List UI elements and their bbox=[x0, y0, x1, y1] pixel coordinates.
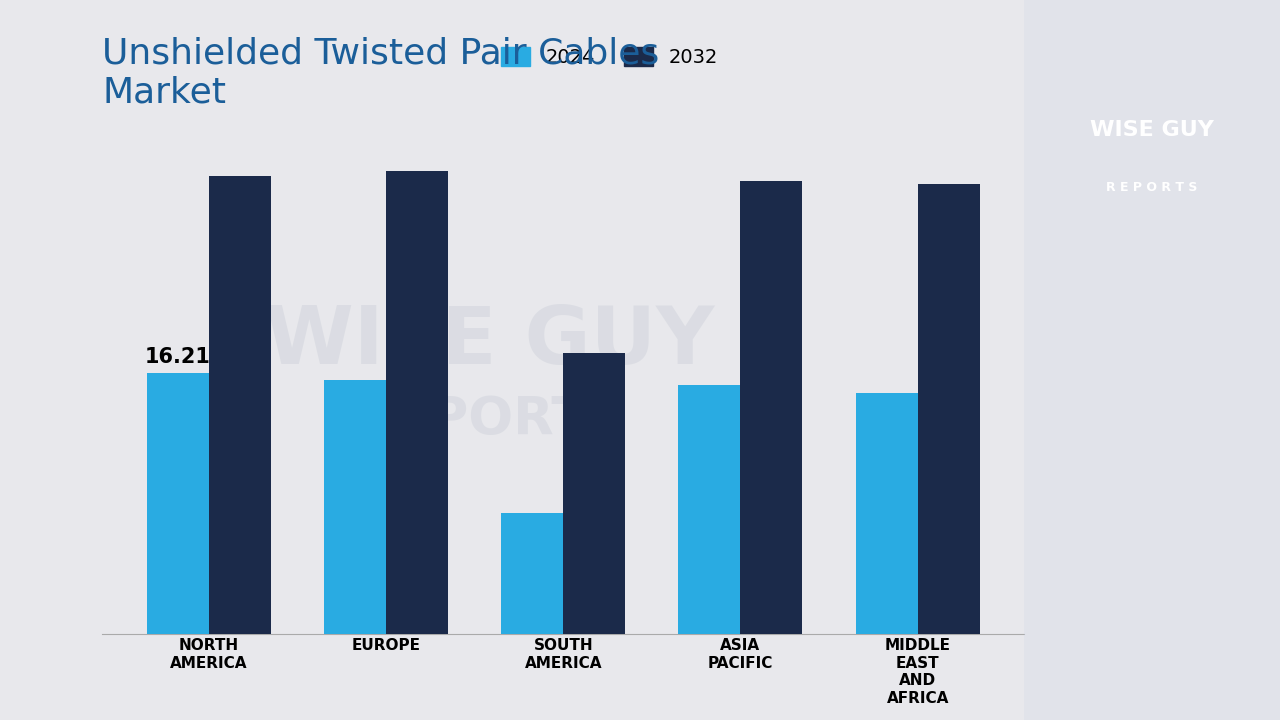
Bar bbox=[209, 176, 271, 634]
Text: REPORTS: REPORTS bbox=[353, 394, 626, 446]
Bar bbox=[740, 181, 803, 634]
Bar bbox=[147, 374, 209, 634]
Bar bbox=[918, 184, 979, 634]
Text: 16.21: 16.21 bbox=[145, 347, 211, 367]
Text: R E P O R T S: R E P O R T S bbox=[1106, 181, 1198, 194]
Legend: 2024, 2032: 2024, 2032 bbox=[490, 37, 728, 77]
Bar bbox=[324, 380, 387, 634]
Bar bbox=[678, 385, 740, 634]
Bar bbox=[502, 513, 563, 634]
Text: WISE GUY: WISE GUY bbox=[265, 302, 714, 381]
Bar bbox=[855, 393, 918, 634]
Bar bbox=[563, 353, 625, 634]
Ellipse shape bbox=[922, 0, 1280, 720]
Text: Unshielded Twisted Pair Cables
Market: Unshielded Twisted Pair Cables Market bbox=[102, 36, 659, 109]
Text: WISE GUY: WISE GUY bbox=[1091, 120, 1213, 140]
Bar bbox=[387, 171, 448, 634]
